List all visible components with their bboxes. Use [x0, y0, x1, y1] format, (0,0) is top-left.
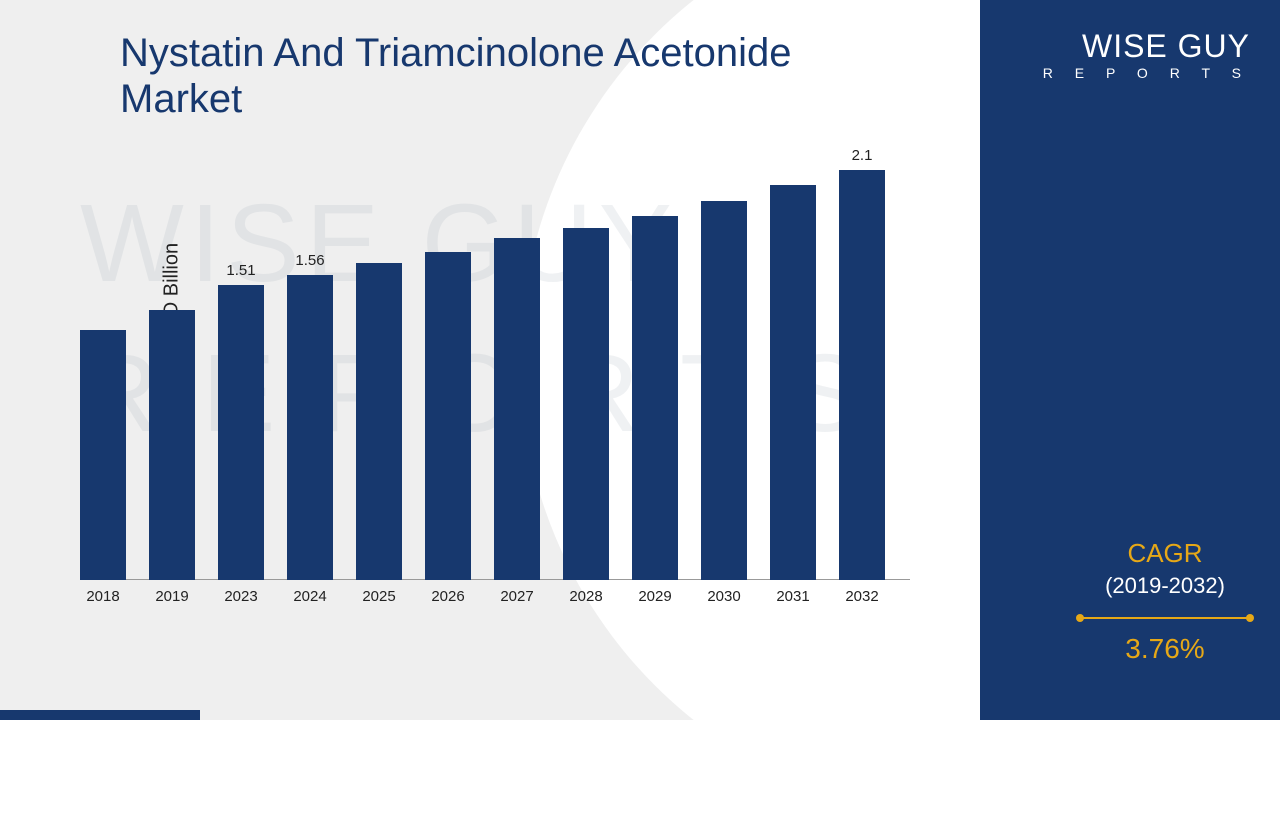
- bar: [701, 201, 747, 580]
- bar: [80, 330, 126, 580]
- x-tick-label: 2030: [701, 588, 747, 605]
- bar: [770, 185, 816, 580]
- bar: [632, 216, 678, 580]
- cagr-label: CAGR: [1050, 538, 1280, 569]
- bar: [425, 252, 471, 580]
- x-tick-label: 2027: [494, 588, 540, 605]
- cagr-value: 3.76%: [1050, 633, 1280, 665]
- x-tick-label: 2029: [632, 588, 678, 605]
- logo-sub-text: R E P O R T S: [1043, 65, 1250, 81]
- cagr-years: (2019-2032): [1050, 573, 1280, 599]
- cagr-divider: [1080, 617, 1250, 619]
- x-tick-label: 2018: [80, 588, 126, 605]
- bar-value-label: 1.51: [218, 262, 264, 279]
- bar: [839, 170, 885, 580]
- bar: [287, 275, 333, 580]
- x-tick-label: 2024: [287, 588, 333, 605]
- x-tick-label: 2031: [770, 588, 816, 605]
- bar-value-label: 2.1: [839, 147, 885, 164]
- x-tick-label: 2032: [839, 588, 885, 605]
- bar: [494, 238, 540, 580]
- x-tick-label: 2019: [149, 588, 195, 605]
- chart-panel: WISE GUY R E P O R T S Nystatin And Tria…: [0, 0, 980, 720]
- x-tick-label: 2026: [425, 588, 471, 605]
- bar: [218, 285, 264, 580]
- chart-title: Nystatin And Triamcinolone Acetonide Mar…: [120, 30, 840, 122]
- x-tick-label: 2028: [563, 588, 609, 605]
- logo-main-text: WISE GUY: [1043, 28, 1250, 65]
- x-tick-label: 2025: [356, 588, 402, 605]
- bar: [563, 228, 609, 580]
- cagr-block: CAGR (2019-2032) 3.76%: [1050, 538, 1280, 665]
- bar: [356, 263, 402, 580]
- brand-logo: WISE GUY R E P O R T S: [1043, 28, 1250, 81]
- side-panel: WISE GUY R E P O R T S CAGR (2019-2032) …: [980, 0, 1280, 720]
- bar: [149, 310, 195, 580]
- bar-value-label: 1.56: [287, 252, 333, 269]
- bottom-accent-band: [0, 710, 200, 720]
- bar-chart: 201820191.5120231.5620242025202620272028…: [80, 150, 910, 580]
- x-tick-label: 2023: [218, 588, 264, 605]
